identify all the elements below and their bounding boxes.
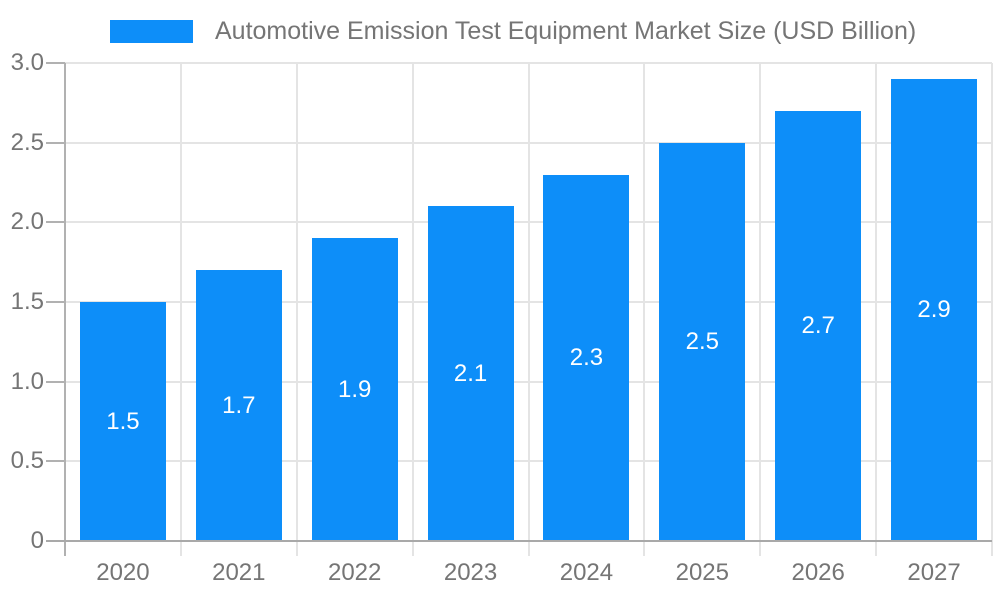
bar: 2.9	[891, 78, 978, 541]
y-tick	[46, 62, 65, 64]
y-tick-label: 2.5	[10, 128, 44, 156]
v-gridline	[527, 63, 530, 556]
bar: 1.5	[79, 302, 166, 541]
y-axis-line	[64, 63, 66, 556]
v-gridline	[643, 63, 646, 556]
x-tick-label: 2021	[212, 559, 266, 586]
bar: 2.3	[543, 174, 630, 541]
v-gridline	[411, 63, 414, 556]
bar-value-label: 2.7	[801, 311, 835, 339]
v-gridline	[991, 63, 993, 556]
bar-value-label: 2.5	[685, 327, 719, 355]
y-tick-label: 1.5	[10, 288, 44, 315]
y-tick	[46, 141, 65, 144]
v-gridline	[179, 63, 182, 556]
bar-value-label: 2.3	[569, 343, 604, 371]
bar: 1.9	[311, 238, 398, 541]
bar-value-label: 2.9	[917, 295, 951, 323]
x-tick-label: 2023	[443, 559, 498, 586]
y-tick-label: 0.5	[10, 447, 44, 475]
y-tick	[46, 460, 65, 463]
legend: Automotive Emission Test Equipment Marke…	[110, 17, 917, 45]
bar: 1.7	[195, 270, 282, 541]
v-gridline	[759, 63, 762, 556]
v-gridline	[875, 63, 878, 556]
x-tick-label: 2026	[791, 559, 845, 586]
x-tick-label: 2024	[559, 559, 614, 586]
y-tick-label: 3.0	[10, 49, 44, 76]
v-gridline	[295, 63, 298, 556]
bar-value-label: 1.9	[338, 375, 372, 403]
y-tick	[46, 221, 65, 224]
legend-label: Automotive Emission Test Equipment Marke…	[215, 17, 917, 45]
y-tick-label: 0	[30, 527, 44, 554]
legend-swatch	[110, 20, 193, 43]
bar-value-label: 2.1	[453, 359, 488, 387]
bar-value-label: 1.7	[222, 391, 256, 419]
y-tick-label: 2.0	[10, 208, 44, 236]
x-axis-baseline	[46, 540, 992, 542]
y-tick-label: 1.0	[10, 367, 44, 395]
x-tick-label: 2027	[907, 559, 961, 586]
y-tick	[46, 301, 65, 303]
bar: 2.7	[775, 110, 862, 541]
bar: 2.5	[659, 142, 746, 541]
x-tick-label: 2025	[675, 559, 729, 586]
bar-value-label: 1.5	[106, 407, 140, 435]
bar: 2.1	[427, 206, 514, 541]
x-tick-label: 2022	[327, 559, 382, 586]
x-tick-label: 2020	[96, 559, 150, 586]
y-tick	[46, 380, 65, 383]
